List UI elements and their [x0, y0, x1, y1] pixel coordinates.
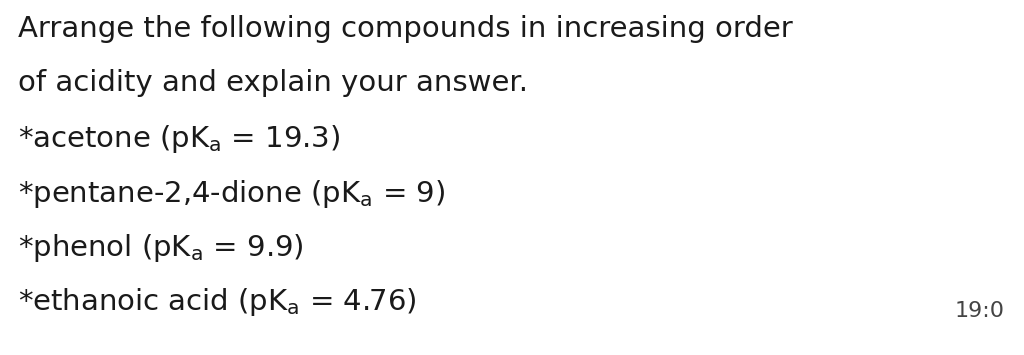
Text: *acetone (pK$_{\mathrm{a}}$ = 19.3): *acetone (pK$_{\mathrm{a}}$ = 19.3): [18, 124, 340, 155]
Text: *pentane-2,4-dione (pK$_{\mathrm{a}}$ = 9): *pentane-2,4-dione (pK$_{\mathrm{a}}$ = …: [18, 178, 445, 209]
Text: of acidity and explain your answer.: of acidity and explain your answer.: [18, 70, 528, 97]
Text: *ethanoic acid (pK$_{\mathrm{a}}$ = 4.76): *ethanoic acid (pK$_{\mathrm{a}}$ = 4.76…: [18, 286, 417, 318]
Text: Arrange the following compounds in increasing order: Arrange the following compounds in incre…: [18, 15, 793, 43]
Text: *phenol (pK$_{\mathrm{a}}$ = 9.9): *phenol (pK$_{\mathrm{a}}$ = 9.9): [18, 232, 304, 264]
Text: 19:0: 19:0: [955, 301, 1005, 322]
